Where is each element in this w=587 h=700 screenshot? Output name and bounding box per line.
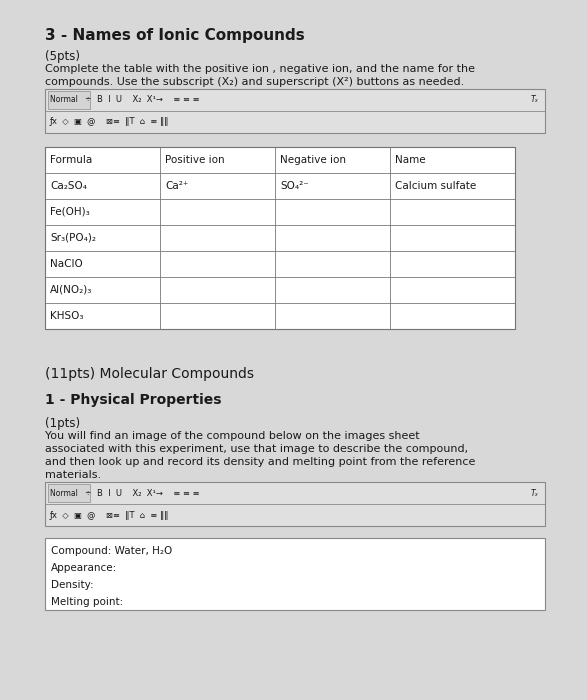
Text: (1pts): (1pts) xyxy=(45,417,80,430)
Text: Appearance:: Appearance: xyxy=(51,563,117,573)
Bar xyxy=(48,484,90,502)
Text: Melting point:: Melting point: xyxy=(51,597,123,607)
Text: Normal   ÷: Normal ÷ xyxy=(50,489,92,498)
Text: B  I  U    X₂  X¹→    ≡ ≡ ≡: B I U X₂ X¹→ ≡ ≡ ≡ xyxy=(97,95,200,104)
Text: Normal   ÷: Normal ÷ xyxy=(50,95,92,104)
Text: Fe(OH)₃: Fe(OH)₃ xyxy=(50,207,90,217)
Text: associated with this experiment, use that image to describe the compound,: associated with this experiment, use tha… xyxy=(45,444,468,454)
Text: compounds. Use the subscript (X₂) and superscript (X²) buttons as needed.: compounds. Use the subscript (X₂) and su… xyxy=(45,77,464,87)
Text: Ca²⁺: Ca²⁺ xyxy=(165,181,188,191)
Text: Compound: Water, H₂O: Compound: Water, H₂O xyxy=(51,546,172,556)
Text: KHSO₃: KHSO₃ xyxy=(50,311,83,321)
Bar xyxy=(45,482,545,526)
Text: Tₓ: Tₓ xyxy=(531,489,539,498)
Text: Sr₃(PO₄)₂: Sr₃(PO₄)₂ xyxy=(50,233,96,243)
Text: Al(NO₂)₃: Al(NO₂)₃ xyxy=(50,285,92,295)
Text: Ca₂SO₄: Ca₂SO₄ xyxy=(50,181,87,191)
Text: Positive ion: Positive ion xyxy=(165,155,225,165)
Text: materials.: materials. xyxy=(45,470,101,480)
Text: ƒx  ◇  ▣  @    ⊠≡  ‖T  ⌂  ≡ ‖‖: ƒx ◇ ▣ @ ⊠≡ ‖T ⌂ ≡ ‖‖ xyxy=(50,118,170,127)
Text: Negative ion: Negative ion xyxy=(280,155,346,165)
Text: SO₄²⁻: SO₄²⁻ xyxy=(280,181,309,191)
Text: 1 - Physical Properties: 1 - Physical Properties xyxy=(45,393,221,407)
Text: B  I  U    X₂  X¹→    ≡ ≡ ≡: B I U X₂ X¹→ ≡ ≡ ≡ xyxy=(97,489,200,498)
Text: Density:: Density: xyxy=(51,580,93,590)
Text: Formula: Formula xyxy=(50,155,92,165)
Bar xyxy=(45,538,545,610)
Text: Tₓ: Tₓ xyxy=(531,95,539,104)
Text: 3 - Names of Ionic Compounds: 3 - Names of Ionic Compounds xyxy=(45,28,305,43)
Text: ƒx  ◇  ▣  @    ⊠≡  ‖T  ⌂  ≡ ‖‖: ƒx ◇ ▣ @ ⊠≡ ‖T ⌂ ≡ ‖‖ xyxy=(50,510,170,519)
Text: (11pts) Molecular Compounds: (11pts) Molecular Compounds xyxy=(45,367,254,381)
Text: NaClO: NaClO xyxy=(50,259,83,269)
Bar xyxy=(45,147,515,329)
Text: Name: Name xyxy=(395,155,426,165)
Text: Complete the table with the positive ion , negative ion, and the name for the: Complete the table with the positive ion… xyxy=(45,64,475,74)
Text: You will find an image of the compound below on the images sheet: You will find an image of the compound b… xyxy=(45,431,420,441)
Text: Calcium sulfate: Calcium sulfate xyxy=(395,181,476,191)
Bar xyxy=(48,91,90,109)
Bar xyxy=(45,89,545,133)
Text: and then look up and record its density and melting point from the reference: and then look up and record its density … xyxy=(45,457,475,467)
Text: (5pts): (5pts) xyxy=(45,50,80,63)
